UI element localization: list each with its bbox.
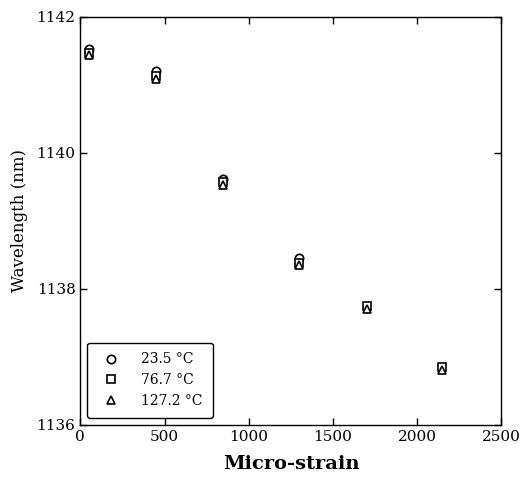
127.2 °C [439, 367, 446, 373]
127.2 °C [220, 182, 227, 188]
127.2 °C [86, 52, 92, 58]
23.5 °C [153, 68, 159, 74]
76.7 °C [296, 260, 303, 266]
Y-axis label: Wavelength (nm): Wavelength (nm) [11, 149, 28, 292]
Legend: 23.5 °C, 76.7 °C, 127.2 °C: 23.5 °C, 76.7 °C, 127.2 °C [87, 343, 213, 418]
23.5 °C [296, 255, 303, 261]
76.7 °C [86, 50, 92, 56]
76.7 °C [153, 73, 159, 79]
Line: 127.2 °C: 127.2 °C [85, 51, 447, 375]
Line: 76.7 °C: 76.7 °C [85, 48, 447, 371]
76.7 °C [439, 364, 446, 370]
76.7 °C [220, 179, 227, 185]
127.2 °C [363, 306, 370, 312]
X-axis label: Micro-strain: Micro-strain [222, 455, 359, 473]
Line: 23.5 °C: 23.5 °C [85, 45, 303, 262]
23.5 °C [86, 46, 92, 52]
127.2 °C [296, 262, 303, 268]
76.7 °C [363, 303, 370, 309]
127.2 °C [153, 76, 159, 82]
23.5 °C [220, 176, 227, 182]
